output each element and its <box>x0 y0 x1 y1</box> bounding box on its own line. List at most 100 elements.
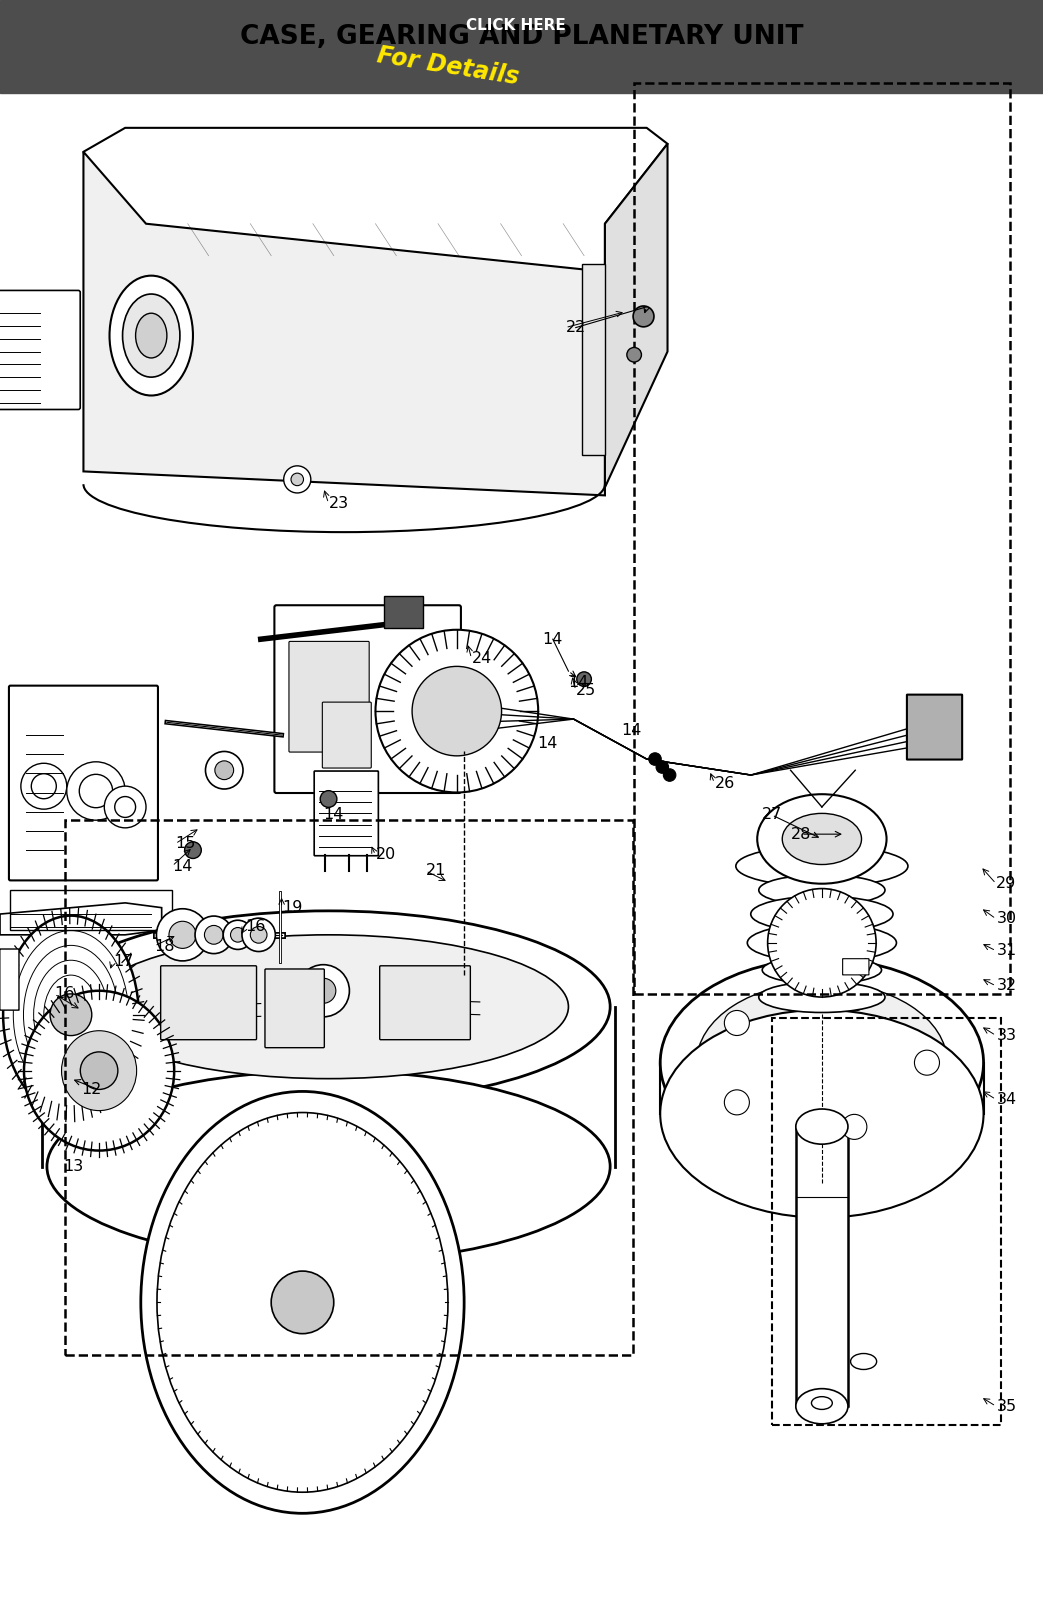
Circle shape <box>724 1010 749 1036</box>
Circle shape <box>169 922 196 948</box>
FancyBboxPatch shape <box>0 291 80 409</box>
FancyBboxPatch shape <box>9 686 157 880</box>
Text: 22: 22 <box>565 320 586 336</box>
Ellipse shape <box>47 911 610 1103</box>
Ellipse shape <box>697 983 947 1143</box>
Bar <box>772 1018 1001 1425</box>
Ellipse shape <box>660 1010 984 1218</box>
Bar <box>796 1127 848 1406</box>
Bar <box>65 820 633 1355</box>
Circle shape <box>915 1050 940 1075</box>
FancyBboxPatch shape <box>265 968 324 1048</box>
Text: 30: 30 <box>996 911 1017 927</box>
Circle shape <box>195 916 233 954</box>
Text: 17: 17 <box>113 954 134 970</box>
Bar <box>384 596 423 628</box>
Text: 21: 21 <box>426 863 446 879</box>
Ellipse shape <box>850 1354 876 1369</box>
FancyBboxPatch shape <box>274 606 461 793</box>
Text: 26: 26 <box>714 775 735 791</box>
Text: 33: 33 <box>996 1028 1017 1043</box>
Text: 12: 12 <box>81 1082 102 1098</box>
Circle shape <box>215 761 234 780</box>
Circle shape <box>31 773 56 799</box>
Circle shape <box>205 751 243 789</box>
Text: 14: 14 <box>621 722 641 738</box>
Circle shape <box>649 753 661 765</box>
FancyBboxPatch shape <box>161 965 257 1040</box>
FancyBboxPatch shape <box>907 695 962 759</box>
Ellipse shape <box>110 275 193 395</box>
Text: For Details: For Details <box>375 43 522 89</box>
Ellipse shape <box>47 1071 610 1262</box>
Bar <box>10 890 172 930</box>
Ellipse shape <box>156 1112 447 1493</box>
Text: 19: 19 <box>282 900 302 916</box>
Text: 16: 16 <box>245 919 266 935</box>
Circle shape <box>115 796 136 818</box>
Bar <box>582 264 605 455</box>
Ellipse shape <box>736 845 907 887</box>
Circle shape <box>185 842 201 858</box>
Text: 27: 27 <box>761 807 782 823</box>
Circle shape <box>297 965 349 1016</box>
Polygon shape <box>83 152 605 495</box>
Text: 14: 14 <box>172 858 193 874</box>
Circle shape <box>231 927 245 943</box>
Circle shape <box>250 927 267 943</box>
Text: 31: 31 <box>996 943 1017 959</box>
Bar <box>0 0 1043 93</box>
Circle shape <box>67 762 125 820</box>
Ellipse shape <box>136 313 167 358</box>
Text: CLICK HERE: CLICK HERE <box>466 19 566 34</box>
Ellipse shape <box>796 1389 848 1424</box>
Text: 34: 34 <box>996 1091 1017 1107</box>
Text: 29: 29 <box>996 876 1017 892</box>
FancyBboxPatch shape <box>314 770 379 857</box>
FancyBboxPatch shape <box>322 702 371 769</box>
Ellipse shape <box>62 1031 137 1111</box>
Bar <box>634 83 1010 994</box>
Text: 14: 14 <box>323 807 344 823</box>
Circle shape <box>80 1051 118 1090</box>
Text: 14: 14 <box>568 674 589 690</box>
Circle shape <box>271 1270 334 1334</box>
Ellipse shape <box>89 935 568 1079</box>
Text: 20: 20 <box>375 847 396 863</box>
Text: 14: 14 <box>542 631 563 647</box>
Ellipse shape <box>751 896 893 932</box>
Circle shape <box>242 919 275 951</box>
Text: CASE, GEARING AND PLANETARY UNIT: CASE, GEARING AND PLANETARY UNIT <box>240 24 803 50</box>
Ellipse shape <box>141 1091 464 1513</box>
Ellipse shape <box>762 956 881 984</box>
Text: 23: 23 <box>329 495 349 511</box>
Ellipse shape <box>811 1397 832 1409</box>
Circle shape <box>21 764 67 809</box>
Circle shape <box>291 473 304 486</box>
Text: 25: 25 <box>576 682 597 698</box>
FancyBboxPatch shape <box>843 959 869 975</box>
Ellipse shape <box>782 813 862 865</box>
Polygon shape <box>605 144 668 487</box>
Ellipse shape <box>747 924 897 962</box>
Text: 28: 28 <box>791 826 811 842</box>
Ellipse shape <box>660 959 984 1167</box>
Polygon shape <box>83 128 668 272</box>
Circle shape <box>50 994 92 1036</box>
FancyBboxPatch shape <box>0 949 19 1010</box>
Circle shape <box>156 909 209 960</box>
Text: 15: 15 <box>175 836 196 852</box>
Circle shape <box>842 986 867 1012</box>
Circle shape <box>79 775 113 807</box>
Ellipse shape <box>796 1109 848 1144</box>
Circle shape <box>412 666 502 756</box>
Text: 18: 18 <box>154 938 175 954</box>
Circle shape <box>656 761 669 773</box>
Ellipse shape <box>3 916 139 1114</box>
Circle shape <box>724 1090 749 1115</box>
Circle shape <box>842 1114 867 1139</box>
Ellipse shape <box>759 874 884 906</box>
Text: 13: 13 <box>63 1159 83 1175</box>
Text: 35: 35 <box>996 1398 1017 1414</box>
FancyBboxPatch shape <box>289 641 369 753</box>
